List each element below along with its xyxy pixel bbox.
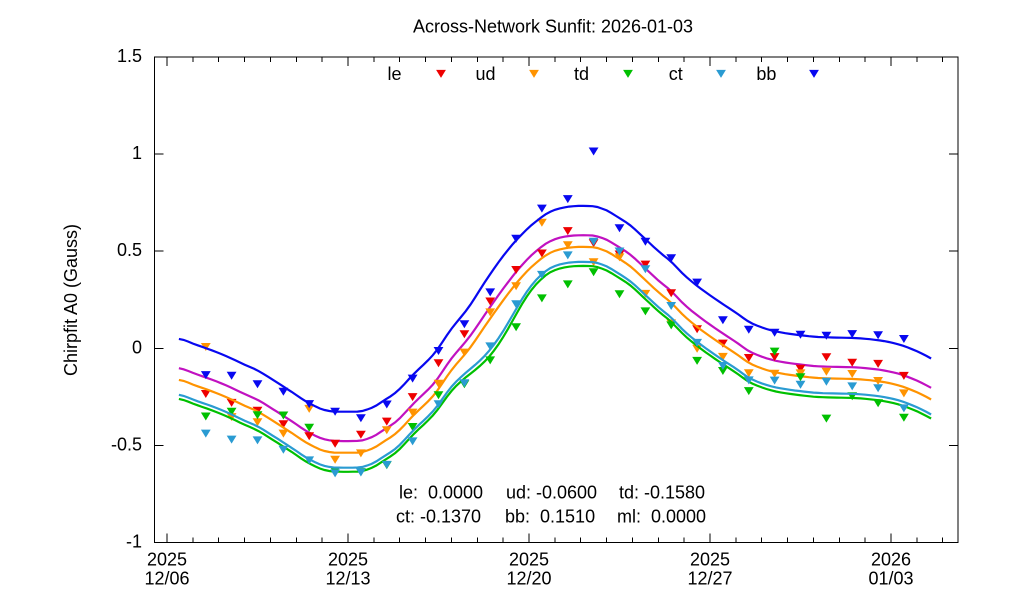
- svg-text:2026: 2026: [871, 550, 911, 570]
- svg-text:ud: -0.0600: ud: -0.0600: [506, 483, 597, 503]
- svg-text:ct: -0.1370: ct: -0.1370: [396, 507, 481, 527]
- svg-text:1.5: 1.5: [117, 46, 142, 66]
- svg-text:ml: 0.0000: ml: 0.0000: [617, 507, 706, 527]
- svg-text:2025: 2025: [509, 550, 549, 570]
- svg-text:12/13: 12/13: [325, 569, 370, 589]
- svg-text:2025: 2025: [147, 550, 187, 570]
- svg-text:bb: 0.1510: bb: 0.1510: [505, 507, 595, 527]
- svg-text:le: 0.0000: le: 0.0000: [399, 483, 483, 503]
- svg-text:12/20: 12/20: [506, 569, 551, 589]
- svg-text:-1: -1: [126, 532, 142, 552]
- svg-text:-0.5: -0.5: [111, 435, 142, 455]
- svg-text:Across-Network Sunfit: 2026-01: Across-Network Sunfit: 2026-01-03: [413, 17, 693, 37]
- svg-text:0.5: 0.5: [117, 240, 142, 260]
- svg-text:2025: 2025: [690, 550, 730, 570]
- svg-text:0: 0: [132, 337, 142, 357]
- svg-text:bb: bb: [756, 64, 776, 84]
- svg-text:ud: ud: [475, 64, 495, 84]
- svg-text:01/03: 01/03: [868, 569, 913, 589]
- svg-text:td: td: [574, 64, 589, 84]
- svg-text:12/06: 12/06: [144, 569, 189, 589]
- svg-text:1: 1: [132, 143, 142, 163]
- svg-text:td: -0.1580: td: -0.1580: [619, 483, 705, 503]
- svg-text:2025: 2025: [328, 550, 368, 570]
- svg-text:12/27: 12/27: [687, 569, 732, 589]
- svg-text:ct: ct: [669, 64, 683, 84]
- svg-text:le: le: [387, 64, 401, 84]
- svg-text:Chirpfit A0 (Gauss): Chirpfit A0 (Gauss): [61, 224, 81, 376]
